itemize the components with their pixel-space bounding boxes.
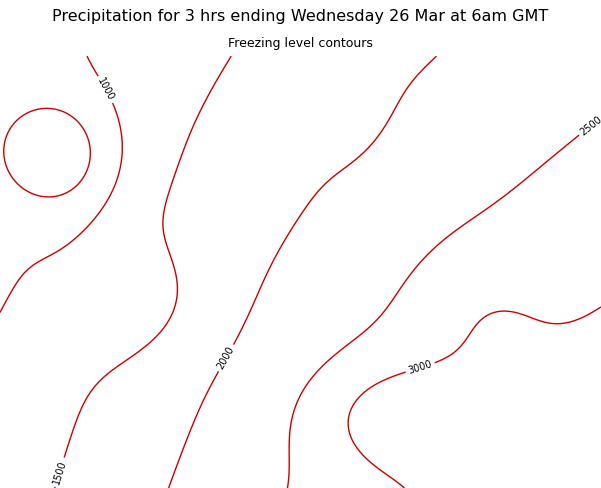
Text: 3000: 3000 (407, 359, 433, 376)
Text: 2000: 2000 (216, 345, 236, 371)
Text: Freezing level contours: Freezing level contours (228, 37, 373, 50)
Text: 2500: 2500 (578, 114, 601, 137)
Text: 1000: 1000 (96, 76, 116, 102)
Text: 1500: 1500 (51, 459, 68, 486)
Text: Precipitation for 3 hrs ending Wednesday 26 Mar at 6am GMT: Precipitation for 3 hrs ending Wednesday… (52, 9, 549, 24)
